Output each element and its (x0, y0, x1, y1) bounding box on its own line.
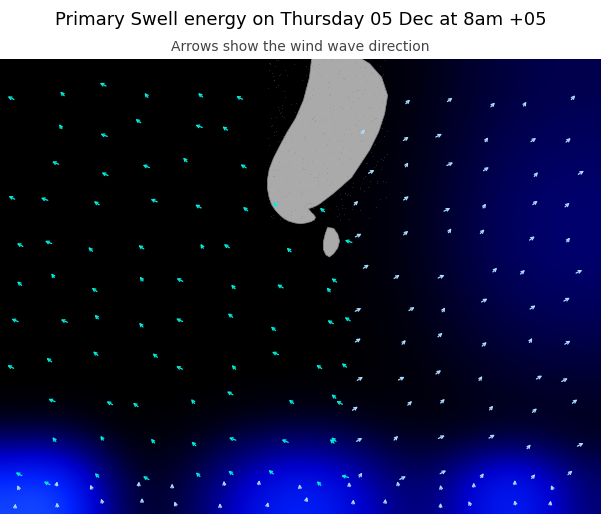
Polygon shape (267, 50, 388, 224)
Text: Arrows show the wind wave direction: Arrows show the wind wave direction (171, 40, 430, 54)
Text: Primary Swell energy on Thursday 05 Dec at 8am +05: Primary Swell energy on Thursday 05 Dec … (55, 11, 546, 29)
Polygon shape (323, 227, 340, 257)
